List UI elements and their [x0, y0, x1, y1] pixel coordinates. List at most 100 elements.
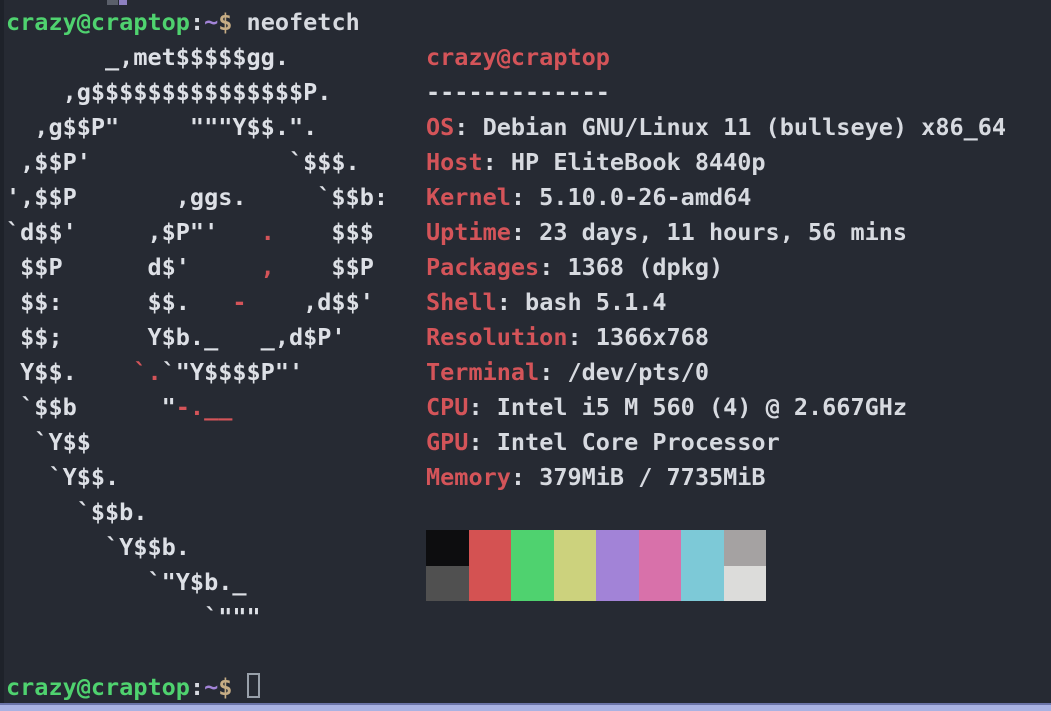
- prompt-path: ~: [204, 8, 219, 36]
- ascii-art-line: `d$$' ,$P"' . $$$: [6, 215, 388, 250]
- ascii-art-line: Y$$. `.`"Y$$$$P"': [6, 355, 388, 390]
- ansi-color-swatch: [723, 530, 766, 566]
- ascii-art-line: ',$$P ,ggs. `$$b:: [6, 180, 388, 215]
- info-label: Uptime: [426, 218, 511, 246]
- info-value: : 5.10.0-26-amd64: [510, 183, 752, 211]
- ansi-color-swatch: [553, 530, 596, 566]
- ascii-art-text: ,g$$P" """Y$$.".: [6, 113, 318, 141]
- ansi-color-swatch: [681, 530, 724, 566]
- info-value: : 23 days, 11 hours, 56 mins: [510, 218, 908, 246]
- command-text: neofetch: [232, 8, 360, 36]
- info-label: Packages: [426, 253, 540, 281]
- info-entry-packages: Packages: 1368 (dpkg): [426, 250, 1006, 285]
- ascii-art-accent: ,: [260, 253, 275, 281]
- info-entry-resolution: Resolution: 1366x768: [426, 320, 1006, 355]
- info-entry-host: Host: HP EliteBook 8440p: [426, 145, 1006, 180]
- ascii-art-line: `$$b.: [6, 495, 388, 530]
- ansi-color-swatch: [426, 565, 469, 601]
- info-entry-gpu: GPU: Intel Core Processor: [426, 425, 1006, 460]
- ansi-color-swatch: [596, 530, 639, 566]
- ascii-art-text: `Y$$: [6, 428, 91, 456]
- info-label: Kernel: [426, 183, 511, 211]
- info-value: : /dev/pts/0: [539, 358, 709, 386]
- ascii-art-line: `Y$$b.: [6, 530, 388, 565]
- terminal-cursor[interactable]: [246, 673, 260, 698]
- info-value: : 1368 (dpkg): [539, 253, 724, 281]
- ansi-color-swatch: [681, 565, 724, 601]
- prompt-dollar: $: [218, 8, 233, 36]
- ascii-art-text: ,$$P' `$$$.: [6, 148, 360, 176]
- info-value: : 1366x768: [567, 323, 709, 351]
- ansi-color-swatch: [638, 530, 681, 566]
- ascii-art-text: $$P: [274, 253, 374, 281]
- ascii-art-text: _,met$$$$$gg.: [6, 43, 289, 71]
- window-edge-line: [0, 703, 1051, 705]
- info-label: Host: [426, 148, 483, 176]
- info-value: : bash 5.1.4: [496, 288, 667, 316]
- ascii-art-text: `""": [6, 603, 261, 631]
- ascii-art-accent: `.: [133, 358, 162, 386]
- info-value: : Intel Core Processor: [468, 428, 780, 456]
- ascii-art-line: `"Y$b._: [6, 565, 388, 600]
- info-value: : Debian GNU/Linux 11 (bullseye) x86_64: [454, 113, 1007, 141]
- palette-row-normal: [426, 530, 766, 566]
- window-edge-strip: [0, 705, 1051, 711]
- ascii-art-text: ,g$$$$$$$$$$$$$$$P.: [6, 78, 332, 106]
- prompt-space: [232, 673, 246, 701]
- palette-row-bright: [426, 565, 766, 601]
- ansi-color-swatch: [426, 530, 469, 566]
- ascii-art-text: `d$$' ,$P"': [6, 218, 261, 246]
- prompt-path: ~: [204, 673, 219, 701]
- ascii-art-line: $$: $$. - ,d$$': [6, 285, 388, 320]
- ansi-color-swatch: [638, 565, 681, 601]
- info-label: OS: [426, 113, 455, 141]
- ascii-art-text: `$$b.: [6, 498, 148, 526]
- system-info-column: crazy@craptop ------------- OS: Debian GNU…: [426, 40, 1006, 495]
- prompt-user-host: crazy@craptop: [6, 673, 190, 701]
- info-title: crazy@craptop: [426, 40, 1006, 75]
- ascii-art-text: $$P d$': [6, 253, 261, 281]
- terminal-left-edge: [0, 0, 4, 711]
- info-separator: -------------: [426, 75, 1006, 110]
- info-label: Shell: [426, 288, 497, 316]
- info-entry-shell: Shell: bash 5.1.4: [426, 285, 1006, 320]
- info-label: GPU: [426, 428, 469, 456]
- ascii-art-line: `""": [6, 600, 388, 635]
- ascii-art-text: $$$: [274, 218, 374, 246]
- ascii-art-text: `$$b ": [6, 393, 176, 421]
- ascii-art-text: `"Y$$$$P"': [161, 358, 304, 386]
- info-separator-text: -------------: [426, 78, 610, 106]
- prompt-colon: :: [189, 8, 205, 36]
- ascii-art-text: `Y$$.: [6, 463, 120, 491]
- ansi-color-palette: [426, 530, 766, 601]
- previous-line-artifact: [107, 0, 118, 5]
- ascii-art-line: $$P d$' , $$P: [6, 250, 388, 285]
- ascii-art-line: `Y$$.: [6, 460, 388, 495]
- info-entry-os: OS: Debian GNU/Linux 11 (bullseye) x86_6…: [426, 110, 1006, 145]
- ansi-color-swatch: [468, 565, 511, 601]
- ascii-art-line: `$$b "-.__: [6, 390, 388, 425]
- prompt-dollar: $: [218, 673, 233, 701]
- info-value: : HP EliteBook 8440p: [482, 148, 766, 176]
- ansi-color-swatch: [511, 530, 554, 566]
- ascii-art-text: $$; Y$b._ _,d$P': [6, 323, 346, 351]
- ascii-art-text: $$: $$.: [6, 288, 233, 316]
- prompt-line: crazy@craptop:~$ neofetch: [6, 5, 360, 40]
- info-entry-terminal: Terminal: /dev/pts/0: [426, 355, 1006, 390]
- prompt-colon: :: [189, 673, 205, 701]
- ascii-art-accent: -: [232, 288, 247, 316]
- ansi-color-swatch: [468, 530, 511, 566]
- ascii-art-text: ,d$$': [246, 288, 374, 316]
- info-title-text: crazy@craptop: [426, 43, 610, 71]
- ascii-art-line: ,g$$P" """Y$$.".: [6, 110, 388, 145]
- ascii-art-line: ,g$$$$$$$$$$$$$$$P.: [6, 75, 388, 110]
- ansi-color-swatch: [511, 565, 554, 601]
- info-entry-uptime: Uptime: 23 days, 11 hours, 56 mins: [426, 215, 1006, 250]
- ascii-art-text: Y$$.: [6, 358, 134, 386]
- prompt-line-active: crazy@craptop:~$: [6, 670, 260, 705]
- info-entry-memory: Memory: 379MiB / 7735MiB: [426, 460, 1006, 495]
- prompt-user-host: crazy@craptop: [6, 8, 190, 36]
- info-value: : 379MiB / 7735MiB: [510, 463, 766, 491]
- info-label: CPU: [426, 393, 469, 421]
